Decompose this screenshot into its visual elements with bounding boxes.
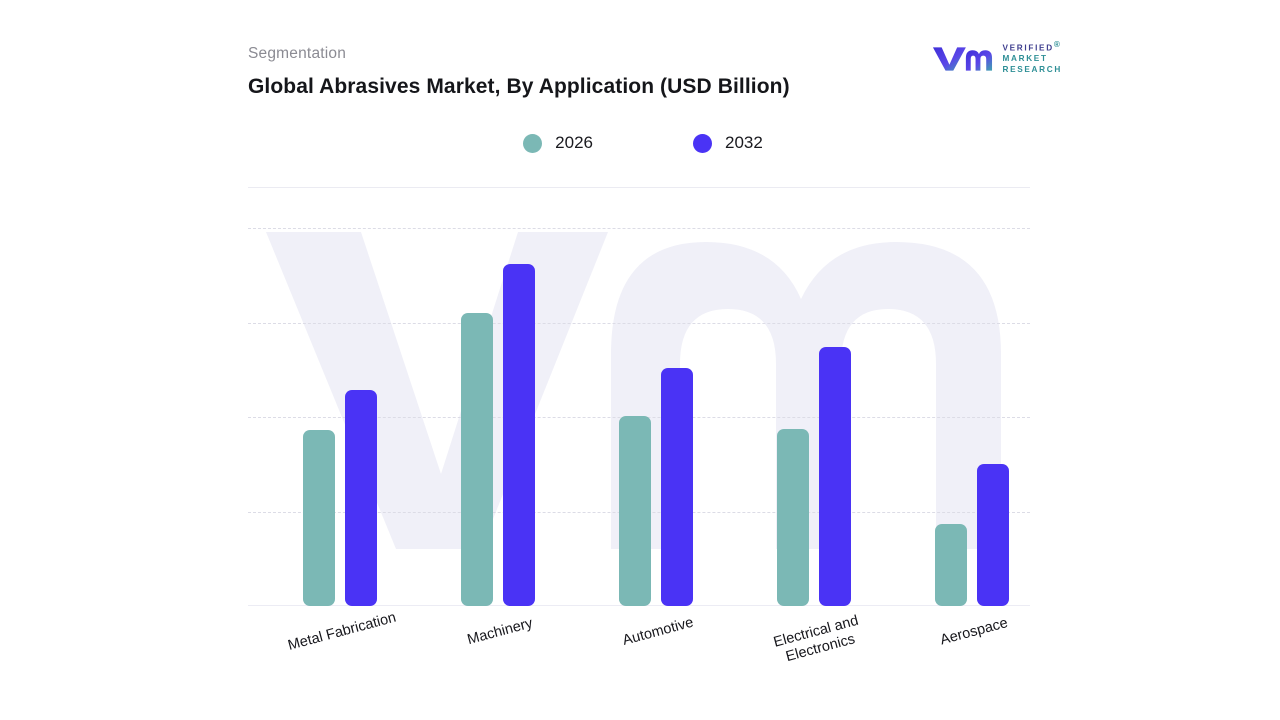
x-axis-labels: Metal Fabrication Machinery Automotive E…	[248, 610, 1030, 700]
plot-area	[248, 188, 1030, 606]
legend-item-2026[interactable]: 2026	[523, 133, 593, 153]
bar-group-electrical-and-electronics	[758, 188, 870, 606]
chart-header: Segmentation Global Abrasives Market, By…	[248, 44, 1038, 114]
brand-logo: VERIFIED® MARKET RESEARCH	[931, 40, 1062, 75]
logo-wordmark: VERIFIED® MARKET RESEARCH	[1002, 40, 1062, 75]
legend-swatch-icon	[693, 133, 712, 153]
bar-2026[interactable]	[461, 313, 493, 606]
x-axis-label-metal-fabrication: Metal Fabrication	[286, 609, 398, 654]
logo-line-verified: VERIFIED®	[1002, 40, 1062, 53]
segmentation-kicker: Segmentation	[248, 45, 347, 62]
x-axis-label-electrical-and-electronics: Electrical and Electronics	[771, 612, 861, 666]
bar-2026[interactable]	[935, 524, 967, 606]
bar-group-aerospace	[916, 188, 1028, 606]
vmr-logo-icon	[933, 46, 993, 71]
legend-swatch-icon	[523, 133, 543, 153]
bar-2026[interactable]	[303, 430, 335, 606]
x-axis-label-machinery: Machinery	[465, 615, 535, 649]
legend-label: 2026	[555, 133, 593, 152]
page-title: Global Abrasives Market, By Application …	[248, 75, 790, 98]
bar-group-metal-fabrication	[284, 188, 396, 606]
chart-legend: 2026 2032	[248, 133, 1038, 153]
bar-2026[interactable]	[777, 429, 809, 606]
header-divider	[248, 187, 1030, 188]
bar-2032[interactable]	[819, 347, 851, 606]
bar-2026[interactable]	[619, 416, 651, 606]
bar-group-automotive	[600, 188, 712, 606]
gridline	[248, 228, 1030, 229]
logo-line-market: MARKET	[1002, 54, 1048, 64]
legend-item-2032[interactable]: 2032	[693, 133, 763, 153]
x-axis-label-automotive: Automotive	[620, 614, 696, 649]
bar-group-machinery	[442, 188, 554, 606]
gridline	[248, 323, 1030, 324]
bar-2032[interactable]	[345, 390, 377, 606]
bar-2032[interactable]	[661, 368, 693, 606]
bar-2032[interactable]	[977, 464, 1009, 606]
registered-icon: ®	[1053, 40, 1062, 49]
bar-2032[interactable]	[503, 264, 535, 606]
logo-line-research: RESEARCH	[1002, 64, 1062, 74]
bars-layer	[248, 188, 1030, 606]
x-axis-label-aerospace: Aerospace	[938, 615, 1010, 649]
legend-label: 2032	[725, 133, 763, 152]
